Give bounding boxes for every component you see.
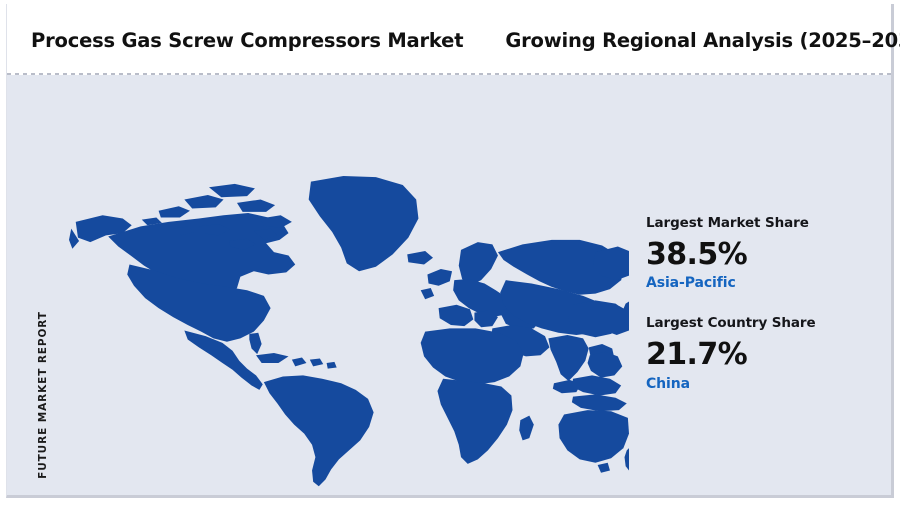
content-area: FUTURE MARKET REPORT: [7, 75, 891, 495]
stat-label: Largest Country Share: [646, 315, 816, 332]
stats-panel: Largest Market Share 38.5% Asia-Pacific …: [646, 215, 886, 416]
stat-region: China: [646, 375, 690, 392]
stat-region: Asia-Pacific: [646, 275, 736, 292]
map-landmasses: [69, 176, 629, 487]
stat-value: 21.7%: [646, 337, 748, 373]
stat-largest-market-share: Largest Market Share 38.5% Asia-Pacific: [646, 215, 886, 291]
header-bar: Process Gas Screw Compressors Market Gro…: [7, 5, 900, 75]
stat-label: Largest Market Share: [646, 215, 809, 231]
map-asia-pacific: [552, 300, 629, 473]
brand-label: FUTURE MARKET REPORT: [37, 311, 49, 479]
world-map: [69, 170, 629, 490]
world-map-svg: [69, 176, 629, 487]
stat-value: 38.5%: [646, 237, 748, 272]
stat-largest-country-share: Largest Country Share 21.7% China: [646, 315, 886, 391]
header-divider: [7, 73, 891, 75]
title-group: Process Gas Screw Compressors Market Gro…: [31, 29, 900, 52]
page-subtitle: Growing Regional Analysis (2025–2032): [505, 28, 900, 52]
brand-watermark: FUTURE MARKET REPORT: [33, 305, 53, 485]
page-title: Process Gas Screw Compressors Market: [31, 28, 464, 52]
